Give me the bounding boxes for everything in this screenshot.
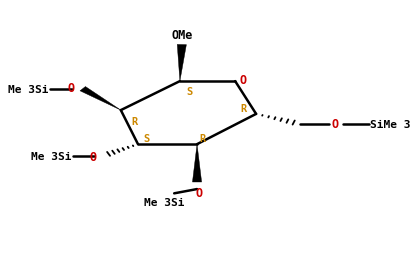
- Text: O: O: [240, 74, 247, 87]
- Text: O: O: [332, 118, 339, 131]
- Text: R: R: [199, 133, 205, 143]
- Text: Me 3Si: Me 3Si: [31, 151, 71, 161]
- Text: Me 3Si: Me 3Si: [8, 84, 49, 94]
- Text: O: O: [90, 150, 97, 163]
- Polygon shape: [193, 145, 202, 182]
- Text: S: S: [144, 133, 150, 143]
- Polygon shape: [177, 45, 186, 82]
- Text: O: O: [195, 186, 203, 199]
- Text: R: R: [132, 117, 138, 127]
- Polygon shape: [80, 87, 121, 111]
- Text: OMe: OMe: [171, 29, 193, 42]
- Text: SiMe 3: SiMe 3: [371, 120, 411, 130]
- Text: R: R: [241, 103, 247, 113]
- Text: O: O: [68, 82, 75, 94]
- Text: Me 3Si: Me 3Si: [144, 197, 185, 207]
- Text: S: S: [187, 87, 193, 97]
